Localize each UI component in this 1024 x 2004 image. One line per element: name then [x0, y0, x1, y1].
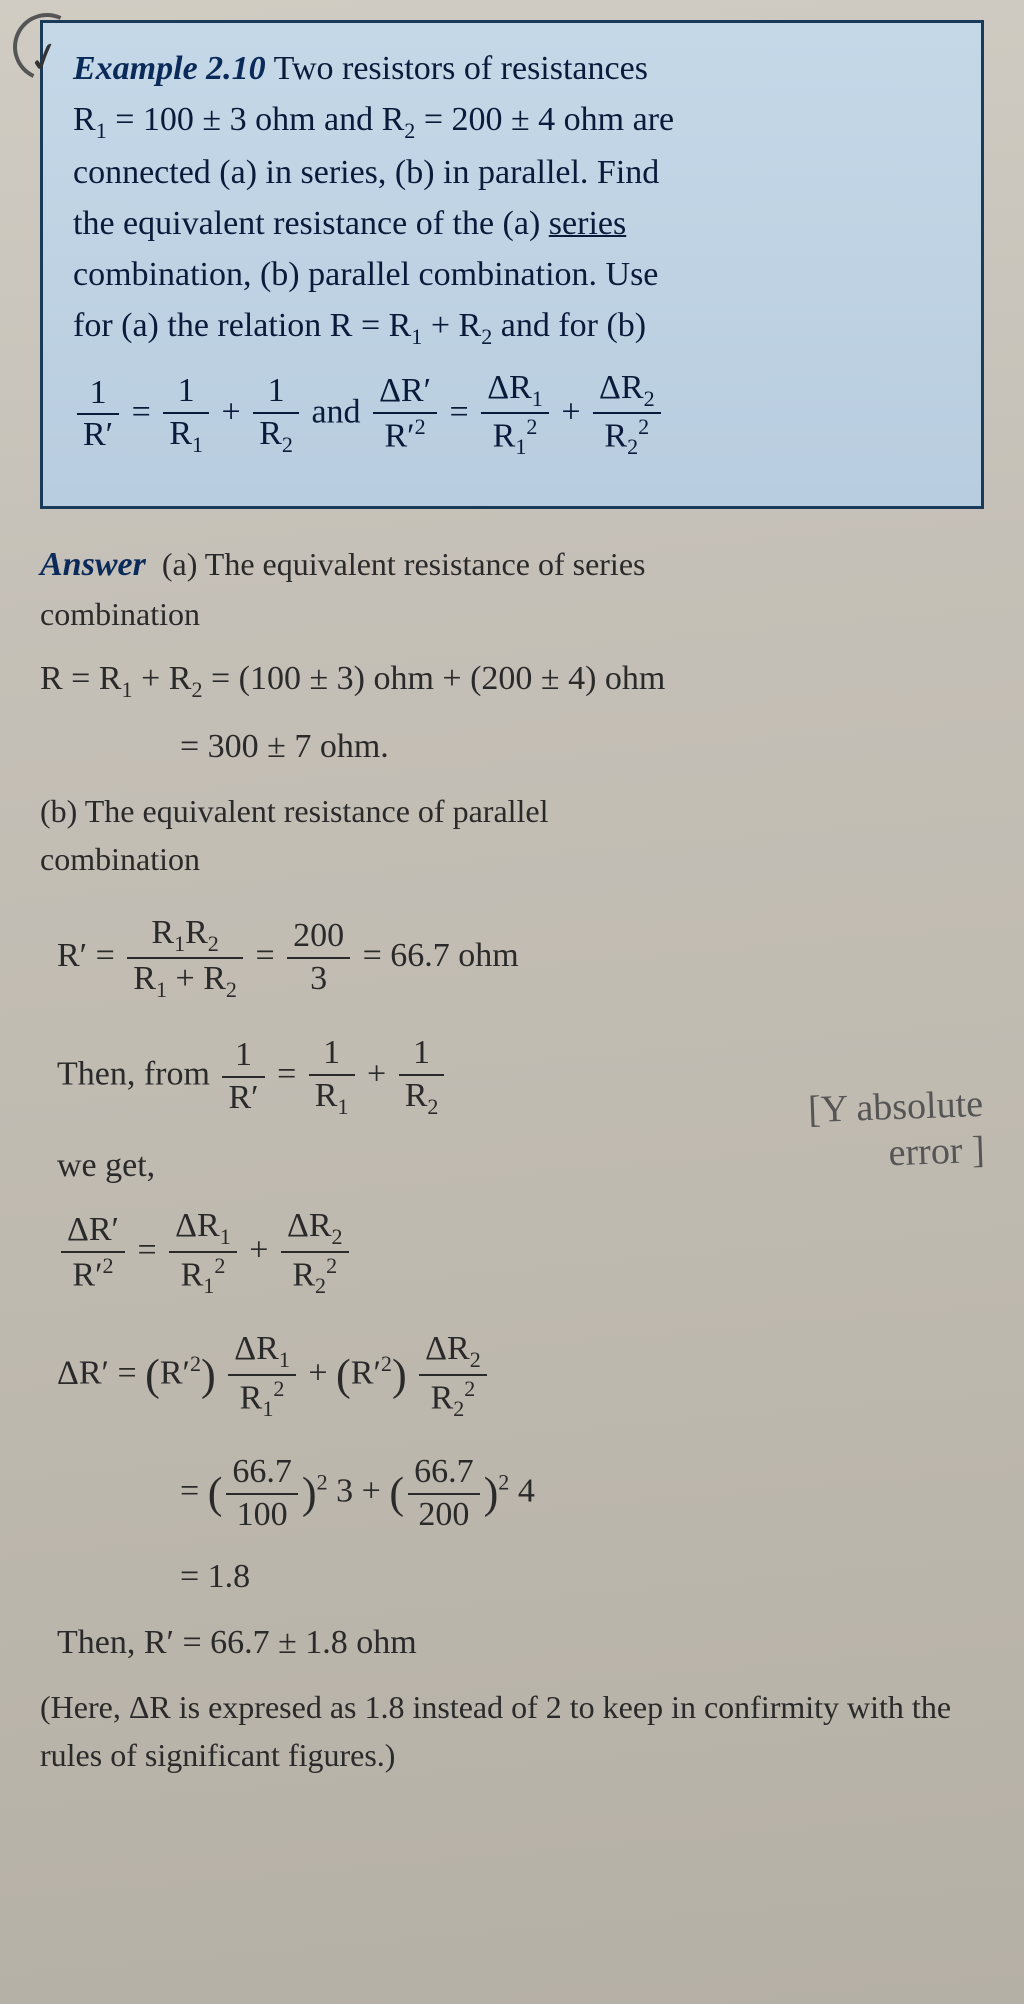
fraction: ΔR′R′2 — [373, 371, 437, 457]
fraction: 1R2 — [253, 371, 299, 458]
fraction: 1R1 — [309, 1033, 355, 1120]
fraction: ΔR′R′2 — [61, 1210, 125, 1296]
handwritten-annotation: [Y absolute error ] — [808, 1082, 986, 1179]
fraction: 1R′ — [222, 1035, 264, 1119]
example-formula-line: 1R′ = 1R1 + 1R2 and ΔR′R′2 = ΔR1R12 + ΔR… — [73, 368, 951, 461]
fraction: 66.7200 — [408, 1452, 480, 1536]
part-b-line-2: combination — [40, 835, 984, 883]
example-line-2: R1 = 100 ± 3 ohm and R2 = 200 ± 4 ohm ar… — [73, 94, 951, 147]
series-equation-2: = 300 ± 7 ohm. — [180, 721, 984, 772]
parallel-rprime-equation: R′ = R1R2 R1 + R2 = 2003 = 66.7 ohm — [40, 913, 984, 1004]
fraction: ΔR1R12 — [228, 1329, 296, 1422]
numeric-substitution: = (66.7100)2 3 + (66.7200)2 4 — [180, 1452, 984, 1536]
delta-r-prime-equation: ΔR′ = (R′2) ΔR1R12 + (R′2) ΔR2R22 — [40, 1329, 984, 1422]
example-line-4: the equivalent resistance of the (a) ser… — [73, 198, 951, 249]
fraction: 1R′ — [77, 373, 119, 457]
delta-r-fraction-equation: ΔR′R′2 = ΔR1R12 + ΔR2R22 — [40, 1206, 984, 1299]
check-mark-icon: ✓ — [21, 25, 69, 92]
example-text-1: Two resistors of resistances — [274, 50, 648, 87]
fraction: ΔR1R12 — [169, 1206, 237, 1299]
example-title: Example 2.10 — [73, 50, 266, 87]
textbook-page: ✓ Example 2.10 Two resistors of resistan… — [0, 0, 1024, 2004]
fraction: ΔR2R22 — [281, 1206, 349, 1299]
series-equation-1: R = R1 + R2 = (100 ± 3) ohm + (200 ± 4) … — [40, 653, 984, 706]
answer-section: Answer (a) The equivalent resistance of … — [40, 539, 984, 1779]
final-result-line: Then, R′ = 66.7 ± 1.8 ohm — [40, 1617, 984, 1668]
fraction: R1R2 R1 + R2 — [127, 913, 243, 1004]
example-line-1: Example 2.10 Two resistors of resistance… — [73, 43, 951, 94]
fraction: ΔR1R12 — [481, 368, 549, 461]
fraction: 2003 — [287, 916, 350, 1000]
fraction: 1R2 — [399, 1033, 445, 1120]
fraction: ΔR2R22 — [419, 1329, 487, 1422]
example-line-3: connected (a) in series, (b) in parallel… — [73, 147, 951, 198]
part-b-line-1: (b) The equivalent resistance of paralle… — [40, 787, 984, 835]
example-box: ✓ Example 2.10 Two resistors of resistan… — [40, 20, 984, 509]
example-line-6: for (a) the relation R = R1 + R2 and for… — [73, 300, 951, 353]
answer-line-2: combination — [40, 590, 984, 638]
fraction: 1R1 — [163, 371, 209, 458]
result-1-8: = 1.8 — [180, 1551, 984, 1602]
answer-line-1: Answer (a) The equivalent resistance of … — [40, 539, 984, 590]
answer-label: Answer — [40, 546, 146, 583]
fraction: ΔR2R22 — [593, 368, 661, 461]
example-line-5: combination, (b) parallel combination. U… — [73, 249, 951, 300]
fraction: 66.7100 — [226, 1452, 298, 1536]
note-paragraph: (Here, ΔR is expresed as 1.8 instead of … — [40, 1683, 984, 1779]
